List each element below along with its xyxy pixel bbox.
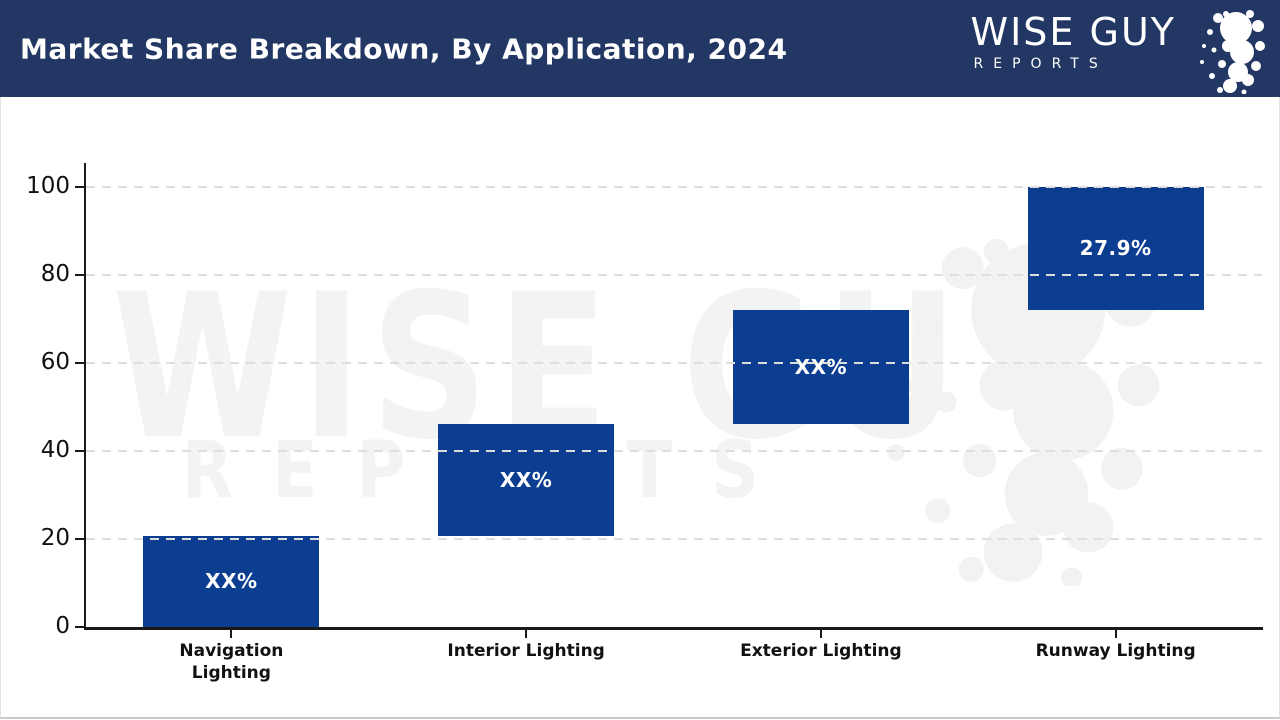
- bar-segment: XX%: [438, 424, 615, 536]
- category-label: Exterior Lighting: [740, 641, 902, 661]
- bar-segment: XX%: [143, 535, 320, 627]
- y-tick-label: 40: [40, 437, 70, 463]
- y-tick-label: 20: [40, 525, 70, 551]
- bar-value-label: XX%: [499, 468, 553, 493]
- brand-logo: WISE GUY REPORTS: [970, 10, 1176, 72]
- gridline-80: [86, 274, 1262, 276]
- gridline-40: [86, 450, 1262, 452]
- y-tick-label: 80: [40, 261, 70, 287]
- bar-segment: XX%: [732, 309, 909, 425]
- y-tick-mark: [75, 186, 84, 188]
- header-bar: Market Share Breakdown, By Application, …: [0, 0, 1280, 97]
- wiseguy-face-icon: [1200, 10, 1265, 94]
- bar-value-label: XX%: [205, 569, 258, 594]
- y-tick-mark: [75, 626, 84, 628]
- category-label: Runway Lighting: [1035, 641, 1196, 661]
- bar-segment: 27.9%: [1027, 187, 1204, 310]
- gridline-20: [86, 538, 1262, 540]
- gridline-60: [86, 362, 1262, 364]
- x-tick-mark: [819, 630, 822, 638]
- x-tick-mark: [1114, 630, 1117, 638]
- brand-subtitle: REPORTS: [973, 55, 1108, 72]
- y-tick-label: 100: [26, 173, 70, 199]
- brand-name: WISE GUY: [970, 10, 1176, 54]
- gridline-100: [86, 186, 1262, 188]
- page-title: Market Share Breakdown, By Application, …: [20, 32, 788, 65]
- y-tick-mark: [75, 538, 84, 540]
- category-label: Interior Lighting: [447, 641, 605, 661]
- y-tick-mark: [75, 362, 84, 364]
- y-tick-mark: [75, 274, 84, 276]
- bar-value-label: 27.9%: [1079, 236, 1152, 261]
- x-axis-line: [84, 627, 1263, 630]
- y-tick-label: 0: [55, 613, 70, 639]
- y-tick-mark: [75, 450, 84, 452]
- y-axis-line: [84, 163, 86, 629]
- y-tick-label: 60: [40, 349, 70, 375]
- x-tick-mark: [525, 630, 528, 638]
- x-tick-mark: [230, 630, 233, 638]
- category-label: Navigation Lighting: [179, 641, 284, 684]
- bar-value-label: XX%: [794, 354, 848, 379]
